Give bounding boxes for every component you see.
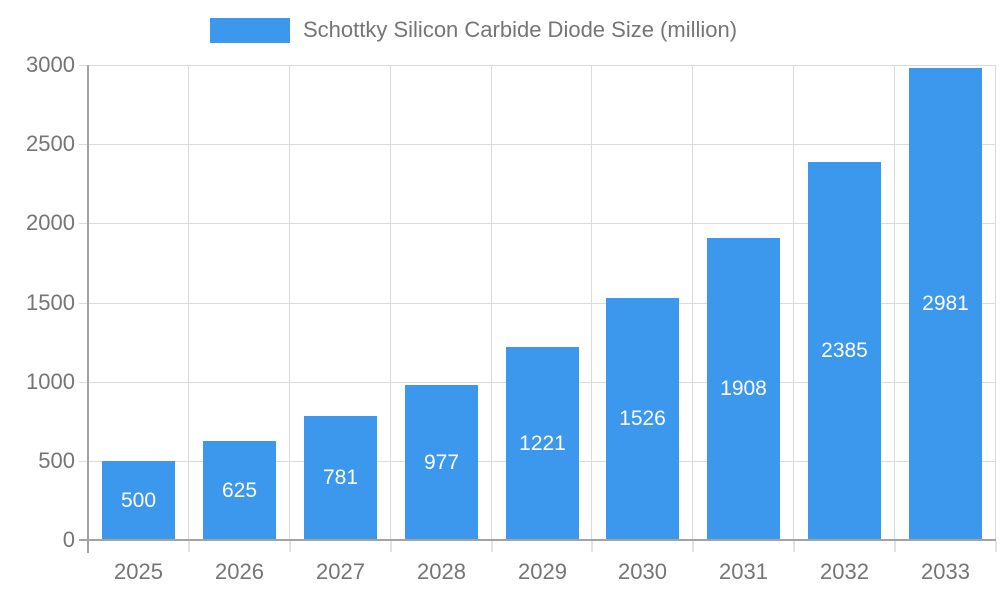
x-axis-tick [289,541,291,552]
h-gridline [79,303,996,304]
bar-2031[interactable]: 1908 [707,238,780,540]
y-axis-tick-label: 0 [62,527,75,552]
x-axis-tick [188,541,190,552]
x-axis-tick-label: 2026 [215,559,264,584]
bar-value-label: 2385 [821,339,868,362]
v-gridline [491,65,492,540]
bar-2032[interactable]: 2385 [808,162,881,540]
x-axis-tick-label: 2030 [618,559,667,584]
x-axis-tick [793,541,795,552]
bar-value-label: 1908 [720,377,767,400]
x-axis-tick-label: 2031 [719,559,768,584]
y-axis-tick-label: 3000 [26,52,75,77]
bar-value-label: 781 [322,466,359,489]
v-gridline [995,65,996,540]
v-gridline [289,65,290,540]
bar-2028[interactable]: 977 [405,385,478,540]
bar-value-label: 1526 [619,407,666,430]
bar-2025[interactable]: 500 [102,461,175,540]
x-axis-tick-label: 2029 [518,559,567,584]
bar-value-label: 500 [120,488,157,512]
bar-2027[interactable]: 781 [304,416,377,540]
x-axis-tick-label: 2028 [417,559,466,584]
x-axis-tick [390,541,392,552]
h-gridline [79,144,996,145]
bar-2030[interactable]: 1526 [606,298,679,540]
x-axis-tick [894,541,896,552]
y-axis-tick-label: 2500 [26,131,75,156]
bar-2029[interactable]: 1221 [506,347,579,540]
v-gridline [894,65,895,540]
bar-value-label: 1221 [519,431,566,455]
bar-2033[interactable]: 2981 [909,68,982,540]
v-gridline [591,65,592,540]
x-axis-tick [491,541,493,552]
v-gridline [188,65,189,540]
plot-area: 0 500 1000 1500 2000 2500 3000 2025 2026 2027 2028… [26,52,997,584]
x-axis-line [79,539,996,541]
x-axis-tick-label: 2025 [114,559,163,584]
bar-value-label: 2981 [922,292,969,315]
x-axis-tick-label: 2027 [316,559,365,584]
bar-2026[interactable]: 625 [203,441,276,540]
h-gridline [79,223,996,224]
x-axis-tick-label: 2032 [820,559,869,584]
y-axis-line [87,65,89,553]
y-axis-tick-label: 2000 [26,210,75,235]
x-axis-tick [995,541,997,552]
bar-value-label: 977 [423,450,460,474]
legend-swatch [210,17,290,43]
v-gridline [793,65,794,540]
y-axis-tick-label: 500 [38,448,75,473]
y-axis-tick-label: 1500 [26,290,75,315]
legend-label: Schottky Silicon Carbide Diode Size (mil… [303,17,738,42]
v-gridline [390,65,391,540]
v-gridline [692,65,693,540]
legend[interactable]: Schottky Silicon Carbide Diode Size (mil… [210,17,737,43]
x-axis-tick [591,541,593,552]
bar-value-label: 625 [221,478,258,502]
x-axis-tick-label: 2033 [921,559,970,584]
h-gridline [79,65,996,66]
y-axis-tick-label: 1000 [26,369,75,394]
x-axis-tick [692,541,694,552]
